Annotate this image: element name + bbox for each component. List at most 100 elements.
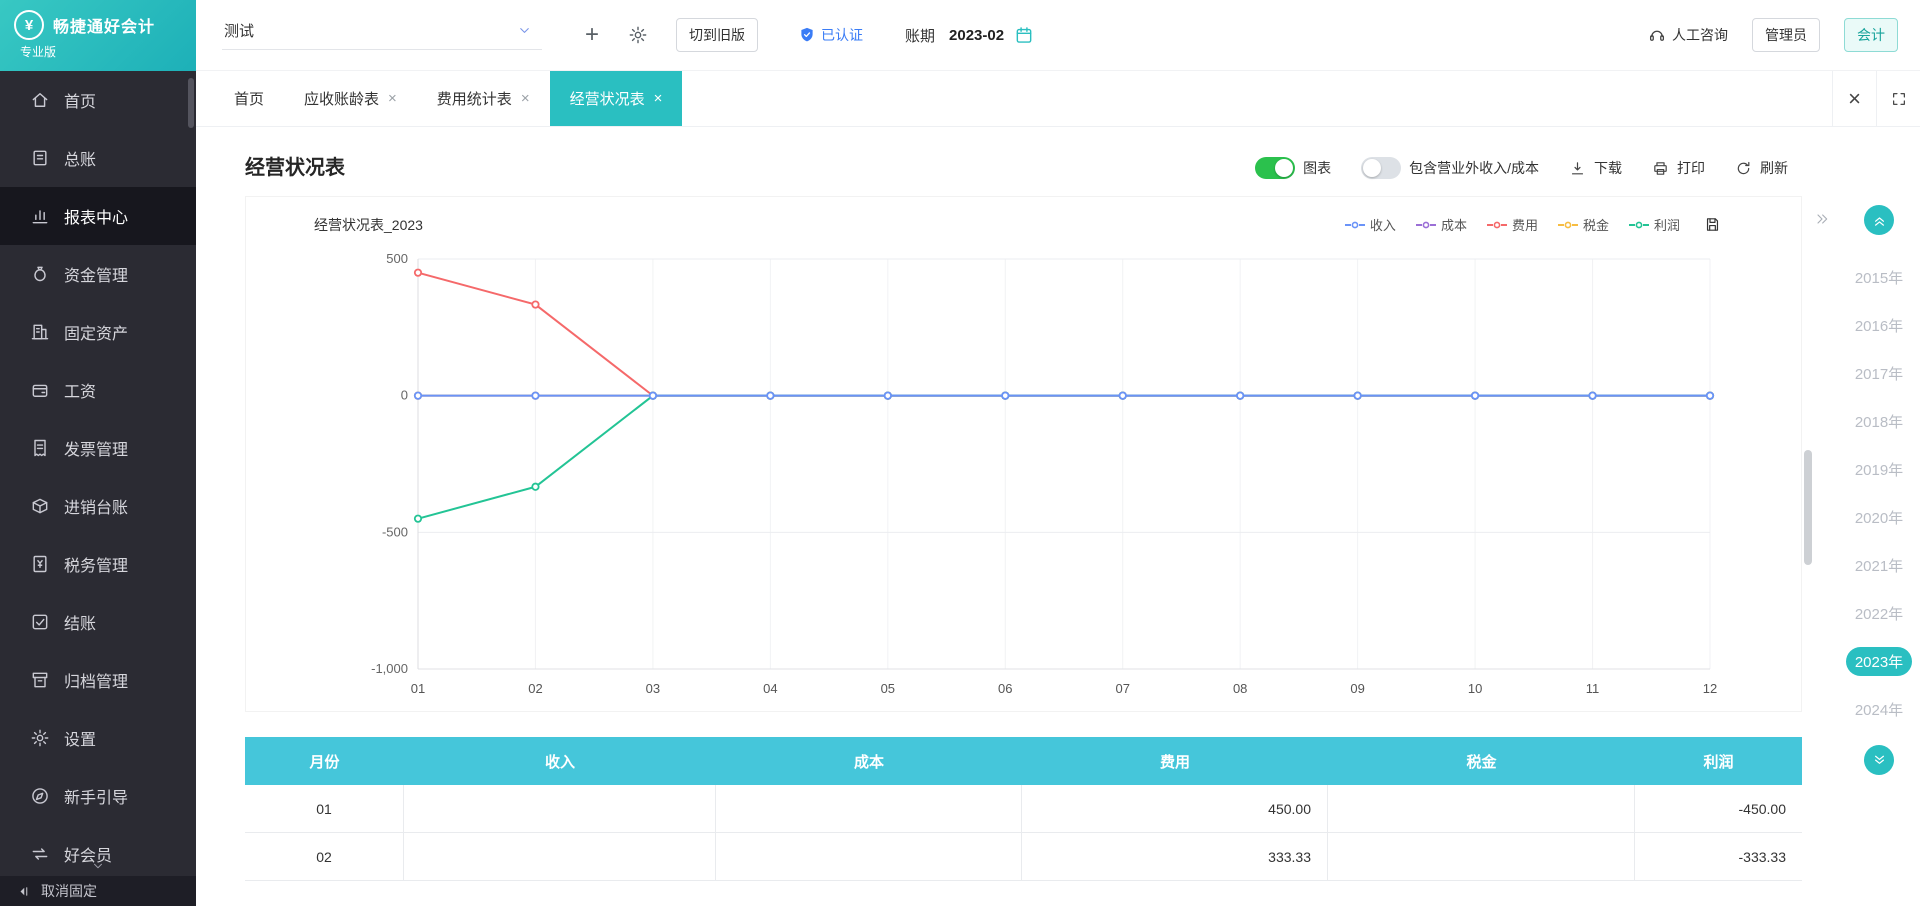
print-button[interactable]: 打印 [1652, 158, 1705, 178]
gear-icon[interactable] [628, 25, 648, 45]
sidebar-item-9[interactable]: 结账 [0, 593, 196, 651]
tab-3[interactable]: 经营状况表 × [549, 71, 683, 126]
panel-expand-icon[interactable] [1814, 211, 1830, 227]
tab-2[interactable]: 费用统计表 × [417, 71, 550, 126]
year-item[interactable]: 2024年 [1854, 701, 1904, 719]
sidebar-item-13[interactable]: 好会员 [0, 825, 196, 876]
legend-item[interactable]: 税金 [1557, 215, 1609, 234]
sidebar-item-11[interactable]: 设置 [0, 709, 196, 767]
home-icon [30, 90, 50, 110]
admin-button[interactable]: 管理员 [1752, 18, 1820, 52]
tab-controls: × [1832, 71, 1920, 126]
legend-marker-icon [1344, 221, 1365, 228]
nonop-toggle[interactable]: 包含营业外收入/成本 [1361, 157, 1539, 179]
year-scroll-up-button[interactable] [1864, 205, 1894, 235]
print-icon [1652, 160, 1669, 177]
role-button[interactable]: 会计 [1844, 18, 1898, 52]
legend-label: 成本 [1440, 218, 1467, 233]
sidebar-item-1[interactable]: 总账 [0, 129, 196, 187]
legend-item[interactable]: 费用 [1486, 215, 1538, 234]
legend-label: 税金 [1582, 218, 1609, 233]
sidebar-item-8[interactable]: 税务管理 [0, 535, 196, 593]
sidebar-item-7[interactable]: 进销台账 [0, 477, 196, 535]
period-value[interactable]: 2023-02 [949, 26, 1005, 44]
svg-text:06: 06 [998, 681, 1012, 696]
svg-text:07: 07 [1115, 681, 1129, 696]
main-content: 经营状况表 图表 包含营业外收入/成本 下载 打印 刷新 500 0 -500 -1,… [196, 127, 1920, 914]
sidebar-item-2[interactable]: 报表中心 [0, 187, 196, 245]
tab-label: 应收账龄表 [304, 91, 380, 108]
year-item[interactable]: 2023年 [1845, 637, 1913, 685]
table-cell [1328, 785, 1635, 832]
year-item[interactable]: 2015年 [1854, 269, 1904, 287]
topbar: 测试 + 切到旧版 已认证 账期 2023-02 人工咨询 管理员 会计 [196, 0, 1920, 71]
tab-close-icon[interactable]: × [388, 90, 397, 107]
chart-toggle-switch[interactable] [1255, 157, 1296, 179]
support-button[interactable]: 人工咨询 [1648, 25, 1728, 45]
chevrons-up-icon [1871, 212, 1888, 229]
legend-label: 利润 [1653, 218, 1680, 233]
table-header: 月份 收入 成本 费用 税金 利润 [245, 737, 1802, 785]
legend-item[interactable]: 收入 [1344, 215, 1396, 234]
tab-0[interactable]: 首页 [214, 71, 284, 126]
legend-item[interactable]: 利润 [1628, 215, 1680, 234]
sidebar: ¥ 畅捷通好会计 专业版 首页 总账 报表中心 资金管理 固定资产 工资 发票管理 进销台账税… [0, 0, 196, 906]
sidebar-more[interactable] [0, 859, 196, 873]
svg-text:-1,000: -1,000 [371, 661, 408, 676]
close-all-tabs-button[interactable]: × [1832, 71, 1876, 126]
year-item[interactable]: 2019年 [1854, 461, 1904, 479]
unpin-sidebar-button[interactable]: 取消固定 [0, 876, 196, 906]
year-item[interactable]: 2021年 [1854, 557, 1904, 575]
year-item[interactable]: 2016年 [1854, 317, 1904, 335]
sidebar-item-4[interactable]: 固定资产 [0, 303, 196, 361]
year-rail: 2015年 2016年 2017年 2018年 2019年 2020年 2021年 2022年… [1845, 205, 1913, 775]
calendar-icon[interactable] [1014, 25, 1034, 45]
nonop-toggle-switch[interactable] [1361, 157, 1402, 179]
svg-text:12: 12 [1703, 681, 1717, 696]
table-cell [716, 833, 1022, 880]
tab-close-icon[interactable]: × [520, 90, 530, 107]
tab-list: 首页 应收账龄表 × 费用统计表 × 经营状况表 × [214, 71, 683, 126]
sidebar-item-label: 归档管理 [64, 674, 129, 691]
sidebar-item-5[interactable]: 工资 [0, 361, 196, 419]
download-button[interactable]: 下载 [1569, 158, 1622, 178]
sidebar-scrollbar[interactable] [188, 78, 194, 128]
year-item[interactable]: 2020年 [1854, 509, 1904, 527]
sidebar-item-label: 工资 [64, 384, 97, 401]
sidebar-item-3[interactable]: 资金管理 [0, 245, 196, 303]
add-button[interactable]: + [584, 21, 599, 48]
sidebar-item-10[interactable]: 归档管理 [0, 651, 196, 709]
switch-old-version-button[interactable]: 切到旧版 [676, 18, 758, 52]
sidebar-item-0[interactable]: 首页 [0, 71, 196, 129]
fullscreen-button[interactable] [1876, 71, 1920, 126]
sidebar-item-label: 新手引导 [64, 790, 129, 807]
sidebar-item-label: 进销台账 [64, 500, 129, 517]
year-item[interactable]: 2022年 [1854, 605, 1904, 623]
tab-close-icon[interactable]: × [653, 90, 663, 107]
sidebar-item-12[interactable]: 新手引导 [0, 767, 196, 825]
page-controls: 图表 包含营业外收入/成本 下载 打印 刷新 [1255, 157, 1788, 179]
table-cell: -333.33 [1738, 848, 1786, 865]
year-item[interactable]: 2018年 [1854, 413, 1904, 431]
table-cell: 333.33 [1022, 833, 1328, 880]
tabbar: 首页 应收账龄表 × 费用统计表 × 经营状况表 × × [196, 71, 1920, 127]
tab-label: 经营状况表 [569, 91, 645, 108]
topbar-right: 人工咨询 管理员 会计 [1648, 18, 1898, 52]
legend-marker-icon [1415, 221, 1436, 228]
account-set-select[interactable]: 测试 [222, 20, 542, 50]
sidebar-item-label: 税务管理 [64, 558, 129, 575]
sidebar-item-6[interactable]: 发票管理 [0, 419, 196, 477]
refresh-button[interactable]: 刷新 [1735, 158, 1788, 178]
tab-1[interactable]: 应收账龄表 × [284, 71, 417, 126]
save-icon[interactable] [1704, 216, 1721, 233]
sidebar-item-label: 结账 [64, 616, 97, 633]
invoice-icon [30, 438, 50, 458]
year-item[interactable]: 2017年 [1854, 365, 1904, 383]
legend-item[interactable]: 成本 [1415, 215, 1467, 234]
content-scrollbar[interactable] [1804, 450, 1812, 565]
year-scroll-down-button[interactable] [1864, 745, 1894, 775]
chart-toggle[interactable]: 图表 [1255, 157, 1331, 179]
fullscreen-icon [1891, 91, 1907, 107]
sidebar-item-label: 首页 [64, 94, 97, 111]
sidebar-nav: 首页总账 报表中心 资金管理 固定资产工资发票管理进销台账税务管理结账归档管理设置新手… [0, 71, 196, 876]
